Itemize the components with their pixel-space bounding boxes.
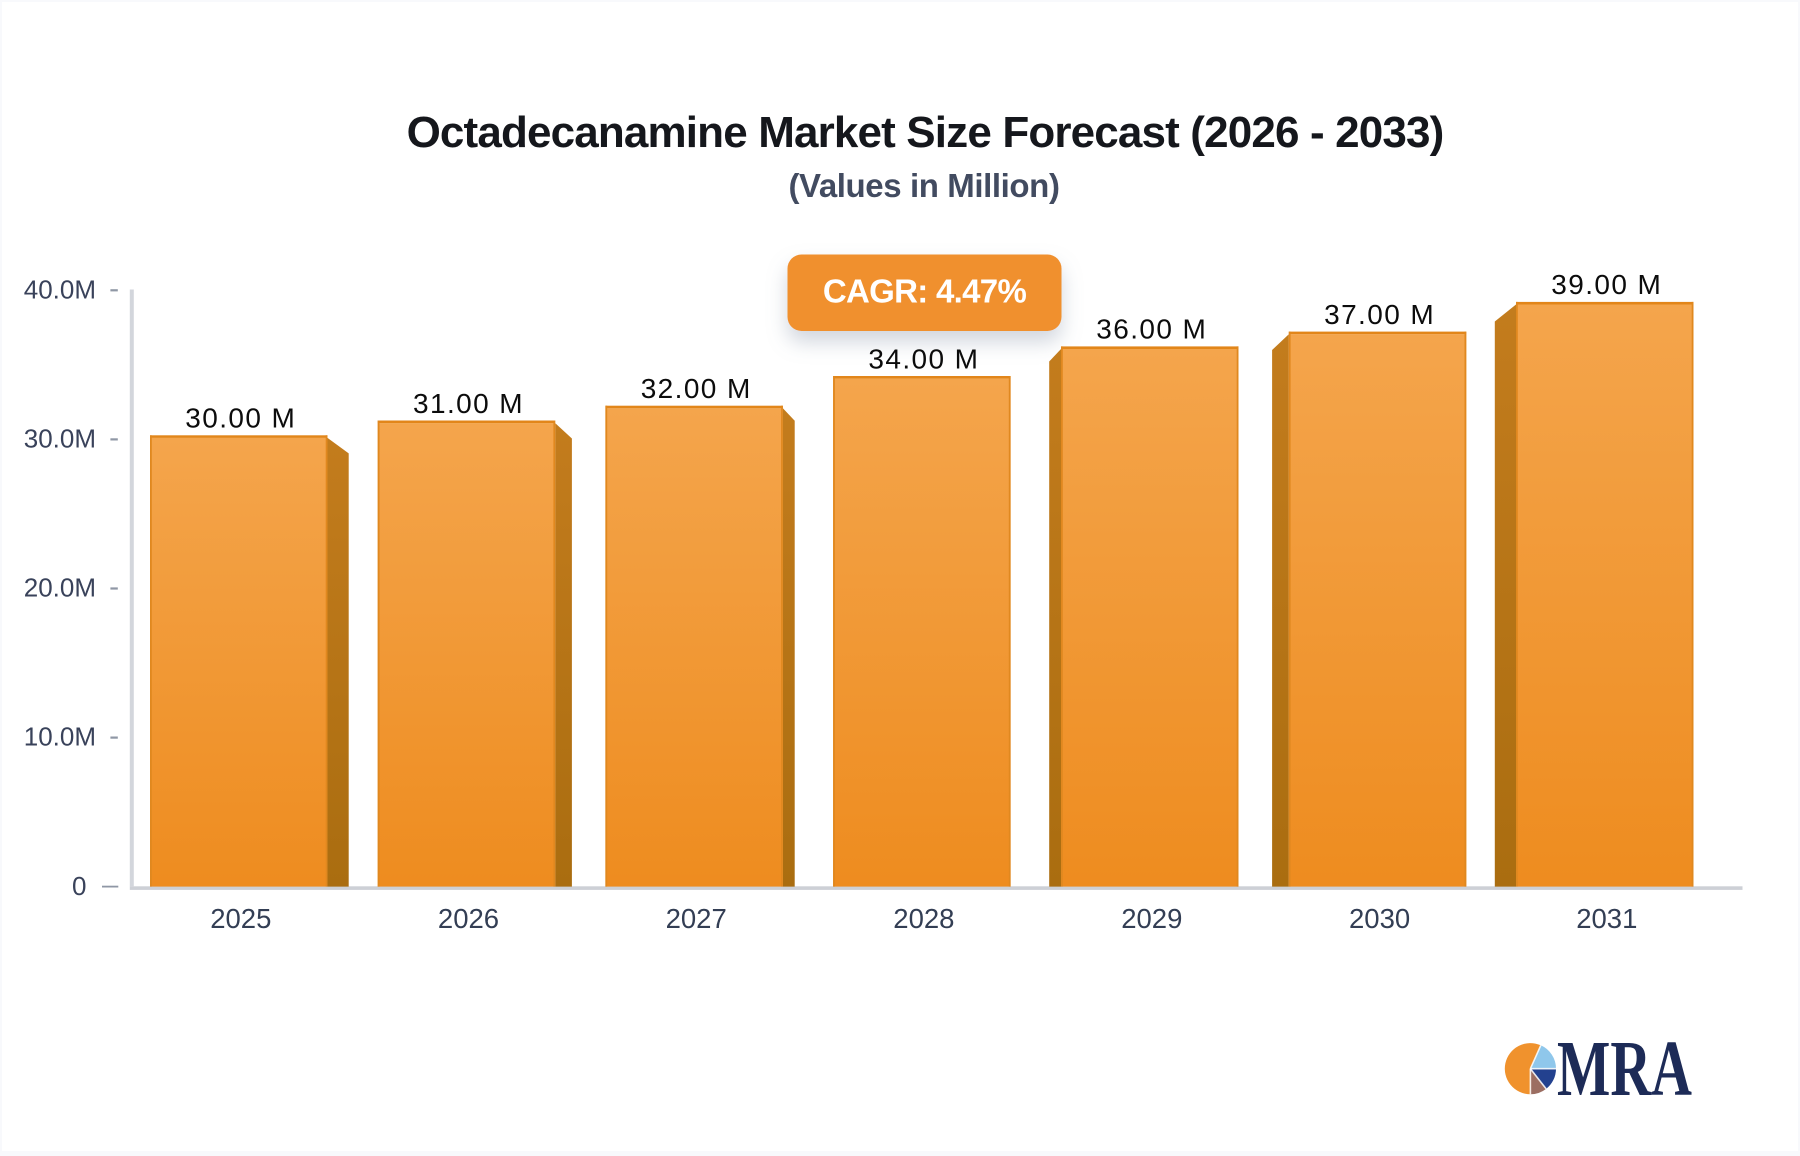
svg-text:32.00 M: 32.00 M (641, 373, 752, 404)
svg-text:CAGR: 4.47%: CAGR: 4.47% (823, 273, 1027, 310)
svg-text:20.0M: 20.0M (24, 573, 96, 603)
svg-text:2028: 2028 (893, 903, 954, 934)
svg-text:(Values in Million): (Values in Million) (788, 167, 1059, 204)
svg-text:2026: 2026 (438, 903, 499, 934)
svg-text:30.0M: 30.0M (24, 424, 96, 454)
svg-text:31.00 M: 31.00 M (413, 388, 524, 419)
svg-text:2025: 2025 (210, 903, 271, 934)
svg-text:10.0M: 10.0M (24, 722, 96, 752)
svg-text:37.00 M: 37.00 M (1324, 299, 1435, 330)
svg-text:34.00 M: 34.00 M (868, 343, 979, 374)
svg-text:2029: 2029 (1121, 903, 1182, 934)
svg-text:30.00 M: 30.00 M (185, 403, 296, 434)
svg-text:0: 0 (72, 871, 86, 901)
svg-text:39.00 M: 39.00 M (1551, 269, 1662, 300)
svg-text:2027: 2027 (666, 903, 727, 934)
svg-text:2030: 2030 (1349, 903, 1410, 934)
svg-text:36.00 M: 36.00 M (1096, 314, 1207, 345)
svg-text:Octadecanamine Market Size For: Octadecanamine Market Size Forecast (202… (407, 108, 1444, 157)
svg-text:2031: 2031 (1576, 903, 1637, 934)
svg-text:MRA: MRA (1557, 1026, 1692, 1113)
svg-text:40.0M: 40.0M (24, 274, 96, 304)
